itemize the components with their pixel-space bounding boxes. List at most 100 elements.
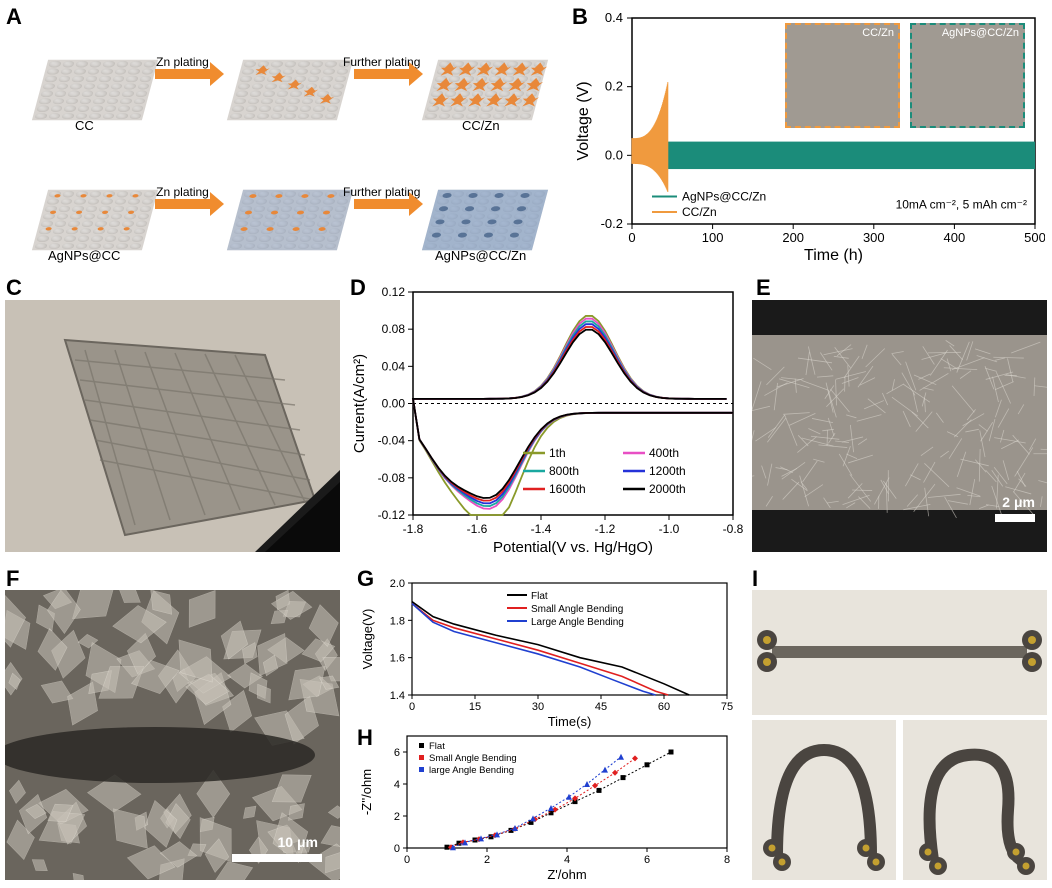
grid-agnps-mid <box>227 190 353 251</box>
panel-f-label: F <box>6 566 19 592</box>
svg-text:0: 0 <box>628 230 635 245</box>
svg-text:0: 0 <box>394 843 400 855</box>
panel-f-sem: 10 μm <box>5 590 340 880</box>
label-agnps-zn: AgNPs@CC/Zn <box>435 248 526 263</box>
arrow-label: Zn plating <box>156 55 209 69</box>
svg-text:60: 60 <box>658 701 670 713</box>
label-cc-zn: CC/Zn <box>462 118 500 133</box>
panel-e-sem: 2 μm <box>752 300 1047 552</box>
panel-a-label: A <box>6 4 22 30</box>
svg-text:8: 8 <box>724 854 730 866</box>
svg-text:Voltage (V): Voltage (V) <box>575 81 592 160</box>
arrow-zn-plating-1: Zn plating <box>155 55 210 79</box>
panel-h-label: H <box>357 725 373 751</box>
panel-d-chart: -1.8 -1.6 -1.4 -1.2 -1.0 -0.8 -0.12 -0.08 -0.04 0… <box>348 280 743 560</box>
svg-text:300: 300 <box>863 230 885 245</box>
arrow-label: Zn plating <box>156 185 209 199</box>
svg-text:0: 0 <box>409 701 415 713</box>
inset-label: AgNPs@CC/Zn <box>942 27 1019 39</box>
svg-text:500: 500 <box>1024 230 1045 245</box>
svg-text:Time(s): Time(s) <box>548 714 592 729</box>
grid-cc-mid <box>227 60 353 121</box>
panel-b-label: B <box>572 4 588 30</box>
panel-i-label: I <box>752 566 758 592</box>
grid-agnps <box>32 190 158 251</box>
inset-agnps-zn: AgNPs@CC/Zn <box>910 23 1025 128</box>
arrow-further-2: Further plating <box>343 185 420 209</box>
panel-c-label: C <box>6 275 22 301</box>
svg-text:0.0: 0.0 <box>605 147 623 162</box>
svg-text:AgNPs@CC/Zn: AgNPs@CC/Zn <box>682 190 766 204</box>
svg-text:-0.04: -0.04 <box>378 434 406 448</box>
svg-text:0.04: 0.04 <box>382 359 406 373</box>
svg-text:800th: 800th <box>549 464 579 478</box>
label-agnps: AgNPs@CC <box>48 248 120 263</box>
svg-text:1600th: 1600th <box>549 482 586 496</box>
svg-text:-1.6: -1.6 <box>467 522 488 536</box>
panel-a-schematic: Zn plating Further plating Zn plating Fu… <box>30 10 540 260</box>
svg-text:2.0: 2.0 <box>390 578 405 590</box>
panel-i-photos <box>752 590 1047 880</box>
label-cc: CC <box>75 118 94 133</box>
svg-text:-0.2: -0.2 <box>601 216 623 231</box>
svg-text:400: 400 <box>944 230 966 245</box>
svg-text:15: 15 <box>469 701 481 713</box>
svg-text:CC/Zn: CC/Zn <box>682 205 717 219</box>
svg-text:-1.8: -1.8 <box>403 522 424 536</box>
panel-g-chart: 015304560751.41.61.82.0Time(s)Voltage(V)… <box>357 575 737 730</box>
svg-text:0.08: 0.08 <box>382 322 406 336</box>
inset-cc-zn: CC/Zn <box>785 23 900 128</box>
svg-text:6: 6 <box>644 854 650 866</box>
svg-text:0.00: 0.00 <box>382 397 406 411</box>
svg-text:1200th: 1200th <box>649 464 686 478</box>
svg-text:Current(A/cm²): Current(A/cm²) <box>351 354 368 453</box>
svg-text:1.6: 1.6 <box>390 653 405 665</box>
svg-text:6: 6 <box>394 747 400 759</box>
svg-text:Time (h): Time (h) <box>804 247 863 264</box>
svg-text:Flat: Flat <box>531 591 548 602</box>
svg-text:0.4: 0.4 <box>605 10 623 25</box>
svg-text:Small Angle Bending: Small Angle Bending <box>429 753 517 764</box>
svg-text:large Angle Bending: large Angle Bending <box>429 765 514 776</box>
svg-text:-1.0: -1.0 <box>659 522 680 536</box>
svg-text:1.4: 1.4 <box>390 690 405 702</box>
scale-bar-e <box>995 514 1035 522</box>
svg-text:Potential(V vs. Hg/HgO): Potential(V vs. Hg/HgO) <box>493 539 653 556</box>
svg-text:10mA cm⁻², 5 mAh cm⁻²: 10mA cm⁻², 5 mAh cm⁻² <box>896 198 1027 212</box>
svg-text:30: 30 <box>532 701 544 713</box>
scale-bar-f <box>232 854 322 862</box>
svg-text:Voltage(V): Voltage(V) <box>360 609 375 670</box>
svg-text:-1.2: -1.2 <box>595 522 616 536</box>
svg-text:-1.4: -1.4 <box>531 522 552 536</box>
svg-text:1th: 1th <box>549 446 566 460</box>
svg-text:4: 4 <box>394 779 400 791</box>
svg-text:0.2: 0.2 <box>605 79 623 94</box>
svg-text:45: 45 <box>595 701 607 713</box>
scale-text-f: 10 μm <box>278 834 318 850</box>
svg-text:Large Angle Bending: Large Angle Bending <box>531 617 624 628</box>
svg-text:-0.12: -0.12 <box>378 508 406 522</box>
svg-text:2000th: 2000th <box>649 482 686 496</box>
panel-h-chart: 024680246Z'/ohm-Z''/ohmFlatSmall Angle B… <box>357 730 737 883</box>
svg-text:Z'/ohm: Z'/ohm <box>547 867 586 882</box>
grid-cc <box>32 60 158 121</box>
svg-text:0.12: 0.12 <box>382 285 406 299</box>
svg-text:2: 2 <box>484 854 490 866</box>
panel-e-label: E <box>756 275 771 301</box>
panel-c-photo <box>5 300 340 552</box>
panel-g-label: G <box>357 566 374 592</box>
arrow-zn-plating-2: Zn plating <box>155 185 210 209</box>
svg-text:2: 2 <box>394 811 400 823</box>
svg-text:100: 100 <box>702 230 724 245</box>
svg-text:Small Angle Bending: Small Angle Bending <box>531 604 623 615</box>
svg-text:-0.8: -0.8 <box>723 522 743 536</box>
svg-text:-0.08: -0.08 <box>378 471 406 485</box>
svg-text:200: 200 <box>782 230 804 245</box>
svg-text:Flat: Flat <box>429 741 445 752</box>
arrow-further-1: Further plating <box>343 55 420 79</box>
panel-d-label: D <box>350 275 366 301</box>
inset-label: CC/Zn <box>862 27 894 39</box>
grid-cc-zn <box>422 60 548 121</box>
svg-text:-Z''/ohm: -Z''/ohm <box>359 769 374 815</box>
panel-b-chart: 0 100 200 300 400 500 -0.2 0.0 0.2 0.4 Time (h) Vol… <box>570 8 1045 266</box>
